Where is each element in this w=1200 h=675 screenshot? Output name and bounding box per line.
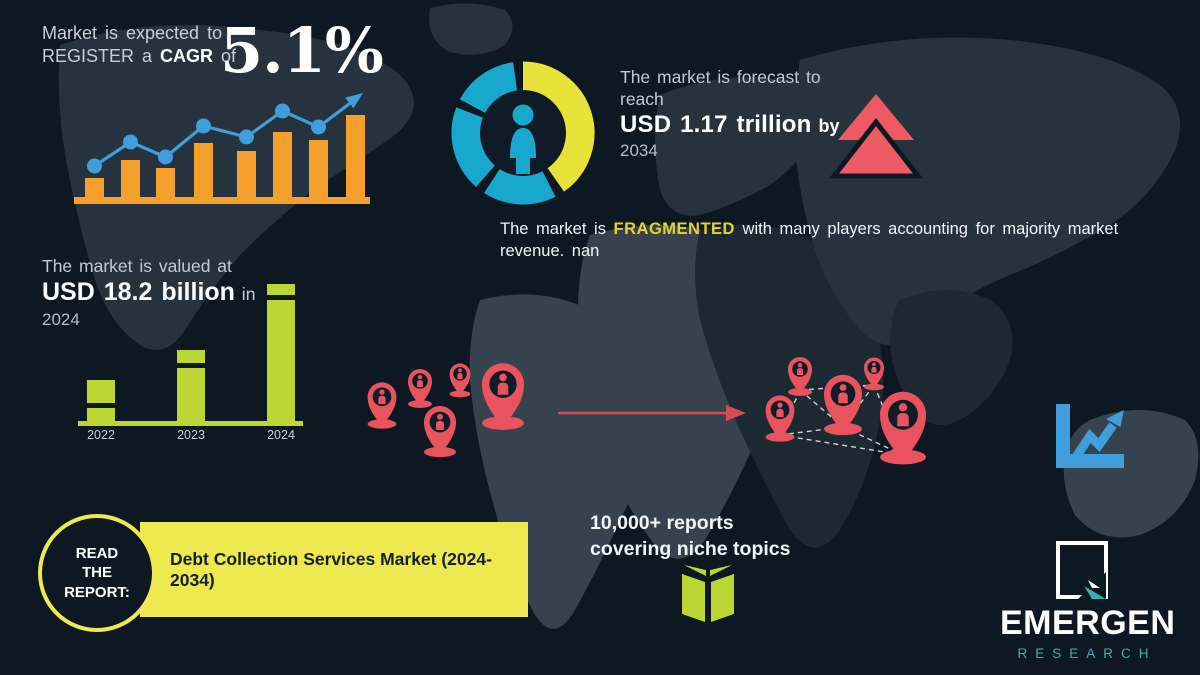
cagr-growth-chart xyxy=(74,93,370,204)
location-pin-icon xyxy=(824,374,862,433)
fragmented-highlight: FRAGMENTED xyxy=(613,220,735,238)
market-share-donut xyxy=(451,61,595,205)
forecast-line1: The market is forecast to xyxy=(620,67,821,87)
location-pin-icon xyxy=(408,369,432,406)
valued-caption: The market is valued at USD 18.2 billion… xyxy=(42,255,255,330)
flow-arrow-icon xyxy=(558,405,746,421)
svg-text:2024: 2024 xyxy=(267,428,295,442)
location-pin-icon xyxy=(367,382,397,427)
players-pin-cluster xyxy=(367,363,524,458)
reports-line2: covering niche topics xyxy=(590,538,791,561)
market-value-chart: 2022 2023 2024 xyxy=(78,284,303,442)
svg-text:2022: 2022 xyxy=(87,428,115,442)
logo-sub-text: RESEARCH xyxy=(1017,646,1157,661)
valued-value-line: USD 18.2 billion in xyxy=(42,278,256,307)
location-pin-icon xyxy=(424,406,456,455)
reports-line1: 10,000+ reports xyxy=(590,512,734,534)
forecast-value-line: USD 1.17 trillion by xyxy=(620,111,840,139)
logo-brand-text: EMERGEN xyxy=(1000,604,1176,642)
report-banner[interactable]: Debt Collection Services Market (2024-20… xyxy=(140,522,528,617)
growth-double-arrow-icon xyxy=(828,94,924,179)
cagr-caption-line2: REGISTER a CAGR of xyxy=(42,46,237,67)
trend-chart-icon xyxy=(1056,404,1124,468)
emergen-logo-mark-icon xyxy=(1056,541,1108,599)
fragmented-caption: The market is FRAGMENTED with many playe… xyxy=(500,220,1119,260)
location-pin-icon xyxy=(449,363,471,396)
forecast-line2: reach xyxy=(620,89,664,110)
cagr-caption: Market is expected to REGISTER a CAGR of xyxy=(42,22,236,68)
valued-value: USD 18.2 billion xyxy=(42,278,235,307)
location-pin-icon xyxy=(765,395,795,440)
reports-caption: 10,000+ reports covering niche topics xyxy=(590,510,790,563)
location-pin-icon xyxy=(788,357,812,394)
open-book-icon xyxy=(682,565,734,622)
forecast-value: USD 1.17 trillion xyxy=(620,111,812,139)
network-pin-cluster xyxy=(765,357,926,465)
emergen-logo: EMERGEN RESEARCH xyxy=(1000,540,1176,661)
location-pin-icon xyxy=(880,391,926,462)
valued-line1: The market is valued at xyxy=(42,256,232,276)
forecast-caption: The market is forecast to reach USD 1.17… xyxy=(620,66,839,162)
valued-year: 2024 xyxy=(42,309,80,329)
cagr-bold-word: CAGR xyxy=(160,46,214,67)
cagr-caption-line1: Market is expected to xyxy=(42,23,223,43)
svg-text:2023: 2023 xyxy=(177,428,205,442)
location-pin-icon xyxy=(864,357,884,388)
location-pin-icon xyxy=(482,363,524,428)
report-title: Debt Collection Services Market (2024-20… xyxy=(170,548,492,590)
read-report-badge[interactable]: READ THE REPORT: xyxy=(38,514,156,632)
forecast-year: 2034 xyxy=(620,141,658,161)
cagr-value: 5.1% xyxy=(220,14,384,87)
